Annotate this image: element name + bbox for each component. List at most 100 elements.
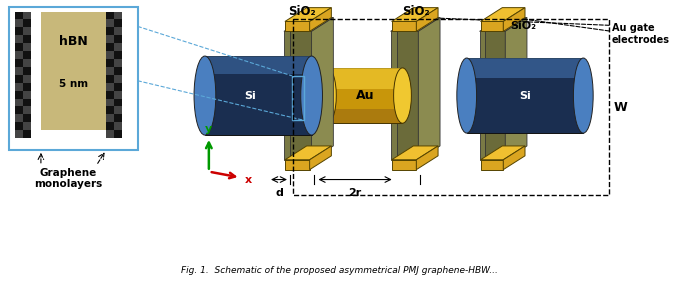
Polygon shape [466, 58, 583, 78]
Polygon shape [310, 8, 331, 31]
Bar [23, 12, 31, 20]
Bar [106, 67, 114, 75]
Bar [106, 35, 114, 43]
Polygon shape [397, 18, 440, 31]
Ellipse shape [457, 58, 477, 133]
Bar [23, 114, 31, 122]
Polygon shape [481, 160, 503, 170]
Bar [23, 59, 31, 67]
Bar [106, 51, 114, 59]
Polygon shape [479, 31, 499, 160]
Polygon shape [479, 18, 521, 31]
Polygon shape [285, 22, 310, 31]
Polygon shape [391, 18, 434, 31]
Bar [15, 99, 23, 106]
Polygon shape [486, 18, 527, 31]
Ellipse shape [573, 58, 593, 133]
Polygon shape [391, 31, 412, 160]
Bar [114, 75, 122, 83]
Bar [23, 20, 31, 27]
Polygon shape [328, 68, 402, 123]
Text: Fig. 1.  Schematic of the proposed asymmetrical PMJ graphene-HBW...: Fig. 1. Schematic of the proposed asymme… [181, 266, 498, 275]
Polygon shape [481, 8, 525, 22]
Polygon shape [328, 89, 402, 96]
Polygon shape [328, 109, 402, 116]
Bar [41, 12, 106, 130]
Bar [15, 75, 23, 83]
Bar [15, 12, 23, 20]
Polygon shape [328, 75, 402, 82]
Ellipse shape [393, 68, 411, 123]
Polygon shape [328, 82, 402, 89]
Polygon shape [412, 18, 434, 160]
Bar [114, 83, 122, 91]
Bar [114, 43, 122, 51]
Polygon shape [392, 22, 417, 31]
Ellipse shape [319, 68, 337, 123]
Bar [114, 99, 122, 106]
Text: Au gate
electrodes: Au gate electrodes [612, 24, 670, 45]
Bar [114, 27, 122, 35]
Bar [15, 59, 23, 67]
Bar [106, 12, 114, 20]
Bar [15, 106, 23, 114]
Bar [114, 35, 122, 43]
Polygon shape [397, 31, 419, 160]
Text: W: W [614, 101, 628, 114]
Polygon shape [284, 18, 328, 31]
Polygon shape [419, 18, 440, 160]
Text: y: y [205, 124, 213, 134]
Polygon shape [290, 31, 312, 160]
Bar [106, 99, 114, 106]
Text: Si: Si [519, 91, 531, 101]
Polygon shape [392, 8, 438, 22]
Text: x: x [244, 175, 252, 185]
Bar [114, 51, 122, 59]
Bar [15, 43, 23, 51]
Polygon shape [312, 18, 333, 160]
Bar [114, 114, 122, 122]
Bar [106, 91, 114, 99]
Bar [106, 114, 114, 122]
Bar [23, 130, 31, 138]
Bar [114, 91, 122, 99]
Bar [106, 130, 114, 138]
Bar [106, 106, 114, 114]
Bar [23, 51, 31, 59]
Bar [106, 83, 114, 91]
Bar [23, 122, 31, 130]
Text: SiO₂: SiO₂ [402, 5, 430, 18]
Bar [23, 75, 31, 83]
Polygon shape [392, 146, 438, 160]
Polygon shape [417, 146, 438, 170]
Bar [292, 76, 304, 120]
Bar [15, 122, 23, 130]
Polygon shape [499, 18, 521, 160]
Bar [106, 75, 114, 83]
Polygon shape [503, 146, 525, 170]
Bar [106, 59, 114, 67]
Polygon shape [392, 160, 417, 170]
Bar [15, 27, 23, 35]
Bar [23, 106, 31, 114]
Polygon shape [205, 56, 312, 135]
Bar [23, 99, 31, 106]
Text: 2r: 2r [348, 188, 362, 199]
Bar [23, 91, 31, 99]
Bar [15, 114, 23, 122]
Polygon shape [285, 8, 331, 22]
Text: SiO₂: SiO₂ [288, 5, 315, 18]
Bar [106, 122, 114, 130]
Bar [15, 51, 23, 59]
Polygon shape [486, 31, 505, 160]
Text: Si: Si [244, 91, 256, 101]
Polygon shape [328, 116, 402, 123]
Text: 5 nm: 5 nm [59, 79, 88, 89]
Bar [15, 35, 23, 43]
Bar [15, 83, 23, 91]
Polygon shape [328, 103, 402, 109]
Polygon shape [290, 18, 333, 31]
Polygon shape [328, 96, 402, 103]
Bar [114, 106, 122, 114]
Bar [293, 20, 609, 195]
